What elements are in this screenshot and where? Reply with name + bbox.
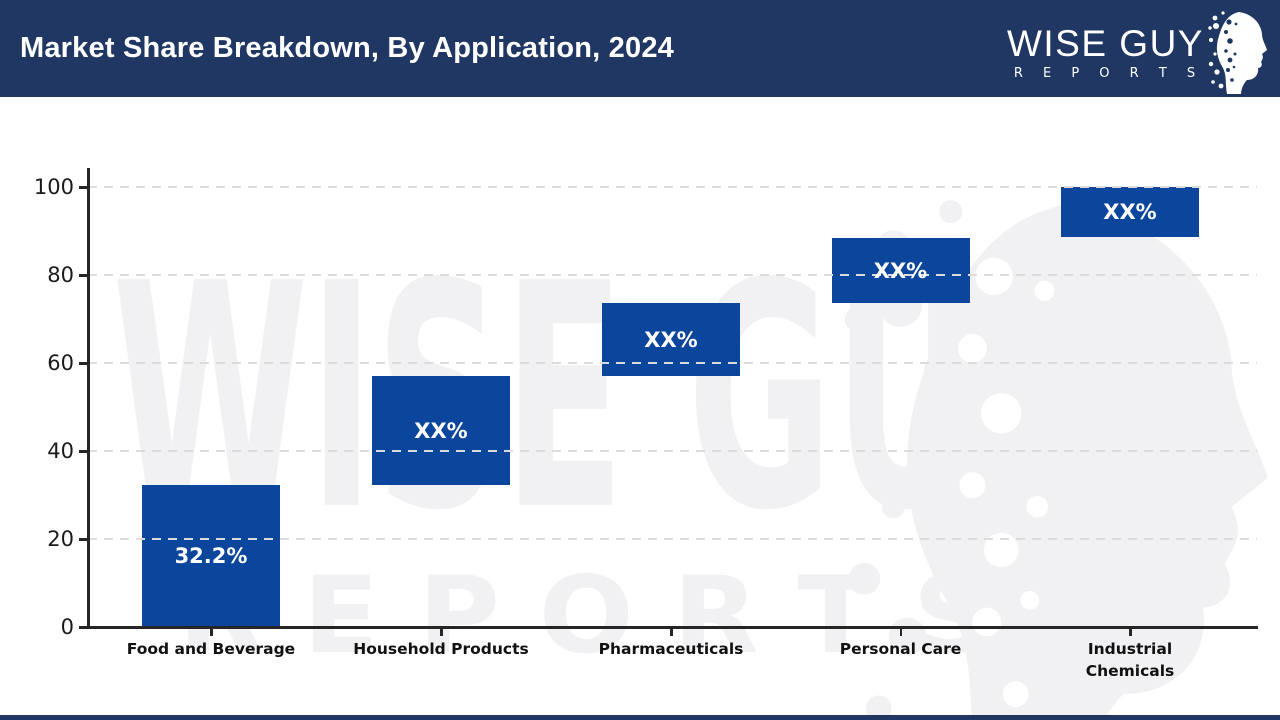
- y-axis-tick: [79, 538, 88, 541]
- x-axis-tick: [899, 628, 902, 636]
- gridline: [88, 538, 1257, 540]
- bar-value-label: 32.2%: [174, 544, 248, 569]
- logo-subtitle: R E P O R T S: [1013, 66, 1204, 81]
- x-category-label: Personal Care: [839, 640, 962, 658]
- bar: [142, 485, 280, 627]
- x-category-label: Pharmaceuticals: [598, 640, 744, 658]
- gridline: [88, 450, 1257, 452]
- wiseguy-face-icon: [1208, 11, 1267, 94]
- y-axis-line: [87, 168, 90, 628]
- x-category-label: Industrial Chemicals: [1085, 640, 1175, 680]
- y-axis-tick: [79, 274, 88, 277]
- bottom-strip: [0, 715, 1280, 720]
- bar: [1061, 187, 1199, 238]
- x-axis-tick: [440, 628, 443, 636]
- y-tick-label: 60: [47, 351, 74, 375]
- bar-value-label: XX%: [414, 418, 468, 443]
- x-axis-line: [87, 626, 1258, 629]
- y-axis-tick: [79, 450, 88, 453]
- bar-value-label: XX%: [1103, 200, 1157, 225]
- gridline: [88, 362, 1257, 364]
- bar-value-label: XX%: [873, 258, 928, 283]
- x-axis-tick: [1129, 628, 1132, 636]
- gridline: [88, 186, 1257, 188]
- bar: [372, 376, 510, 486]
- y-tick-label: 0: [60, 615, 74, 639]
- logo-text: WISE GUY R E P O R T S: [1007, 24, 1204, 82]
- x-category-label: Household Products: [353, 640, 529, 658]
- y-axis-tick: [79, 626, 88, 629]
- y-tick-label: 20: [47, 527, 74, 551]
- y-tick-label: 100: [33, 175, 74, 199]
- y-axis-tick: [79, 362, 88, 365]
- wiseguy-logo: WISE GUY R E P O R T S: [1007, 10, 1272, 96]
- watermark-face-icon: [844, 200, 1268, 720]
- bar: [831, 238, 970, 304]
- x-axis-tick: [210, 628, 213, 636]
- y-tick-label: 80: [47, 263, 74, 287]
- x-category-label: Food and Beverage: [126, 640, 296, 658]
- y-tick-label: 40: [47, 439, 74, 463]
- bar-value-label: XX%: [644, 327, 698, 352]
- logo-wordmark: WISE GUY: [1006, 23, 1204, 64]
- header: Market Share Breakdown, By Application, …: [0, 0, 1280, 97]
- bar: [602, 303, 740, 377]
- gridline: [88, 274, 1257, 276]
- y-axis-tick: [79, 186, 88, 189]
- page-title: Market Share Breakdown, By Application, …: [20, 32, 674, 64]
- x-axis-tick: [670, 628, 673, 636]
